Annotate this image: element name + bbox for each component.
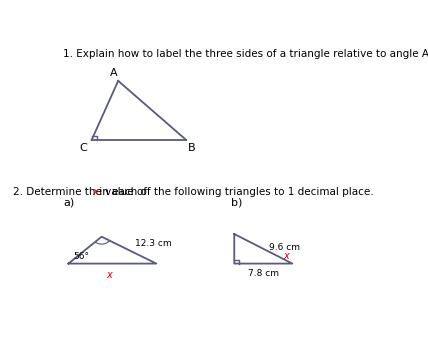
Text: 1. Explain how to label the three sides of a triangle relative to angle A.: 1. Explain how to label the three sides …	[63, 49, 428, 59]
Text: in each of the following triangles to 1 decimal place.: in each of the following triangles to 1 …	[96, 187, 374, 197]
Text: C: C	[80, 143, 87, 153]
Text: 12.3 cm: 12.3 cm	[135, 239, 172, 248]
Text: 9.6 cm: 9.6 cm	[269, 243, 300, 252]
Text: x: x	[106, 270, 112, 280]
Text: 56°: 56°	[73, 252, 89, 261]
Text: 7.8 cm: 7.8 cm	[248, 269, 279, 279]
Text: A: A	[110, 68, 118, 77]
Text: x: x	[92, 187, 98, 197]
Text: a): a)	[63, 198, 75, 208]
Text: 2. Determine the value of: 2. Determine the value of	[13, 187, 150, 197]
Text: b): b)	[231, 198, 242, 208]
Text: x: x	[283, 251, 289, 261]
Text: B: B	[188, 143, 196, 153]
